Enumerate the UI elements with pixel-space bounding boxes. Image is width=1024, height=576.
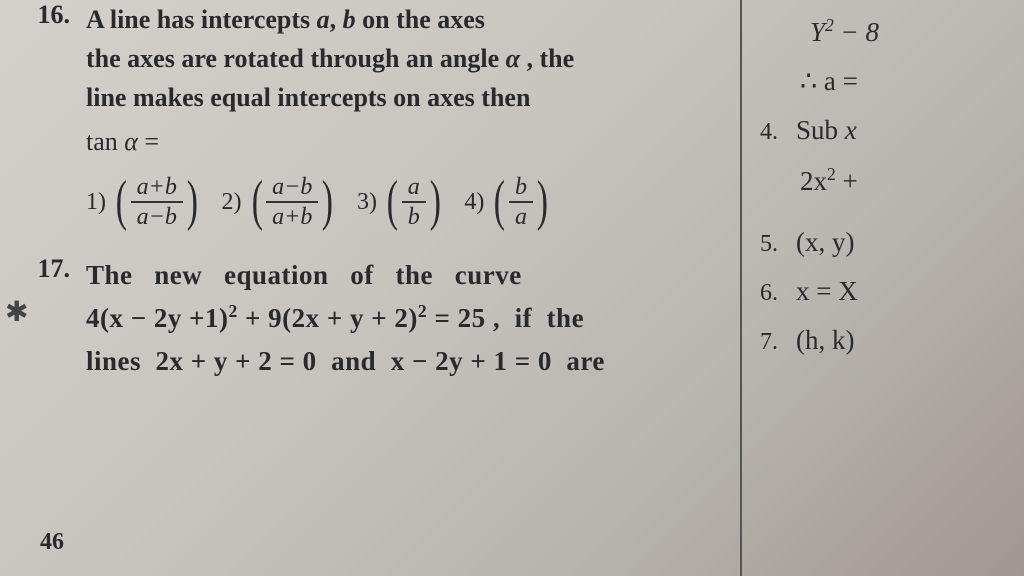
right-r2: ∴ a = xyxy=(800,66,1010,97)
opt1-num: 1) xyxy=(86,189,106,216)
right-r3-text: Sub x xyxy=(796,115,857,146)
paren-left: ( xyxy=(251,185,262,219)
right-r6-num: 6. xyxy=(760,280,796,307)
opt4-frac-num: b xyxy=(509,175,533,203)
opt4-num: 4) xyxy=(464,189,484,216)
page-number: 46 xyxy=(40,529,64,556)
q16-option-1: 1) ( a+b a−b ) xyxy=(86,175,202,229)
left-column: 16. A line has intercepts a, b on the ax… xyxy=(30,0,730,404)
opt3-frac-den: b xyxy=(402,203,426,229)
q17-line2: 4(x − 2y +1)2 + 9(2x + y + 2)2 = 25 , if… xyxy=(86,297,730,340)
paren-left: ( xyxy=(494,185,505,219)
paren-left: ( xyxy=(387,185,398,219)
opt2-frac-num: a−b xyxy=(266,175,318,203)
q16-content: A line has intercepts a, b on the axes t… xyxy=(86,0,730,229)
q17-content: The new equation of the curve 4(x − 2y +… xyxy=(86,254,730,384)
q16-line1: A line has intercepts a, b on the axes xyxy=(86,0,730,39)
paren-right: ) xyxy=(187,185,198,219)
right-r7-text: (h, k) xyxy=(796,325,854,356)
column-divider xyxy=(740,0,742,576)
q17-line1: The new equation of the curve xyxy=(86,254,730,297)
opt2-num: 2) xyxy=(222,189,242,216)
opt1-frac-num: a+b xyxy=(131,175,183,203)
q16-option-4: 4) ( b a ) xyxy=(464,175,551,229)
star-annotation: ✱ xyxy=(5,295,28,329)
q16-option-2: 2) ( a−b a+b ) xyxy=(222,175,338,229)
q16-tan: tan α = xyxy=(86,127,730,157)
opt3-frac-num: a xyxy=(402,175,426,203)
opt1-frac-den: a−b xyxy=(131,203,183,229)
q16-number: 16. xyxy=(30,0,70,30)
opt2-frac-den: a+b xyxy=(266,203,318,229)
right-r3-num: 4. xyxy=(760,119,796,146)
right-r5: 5. (x, y) xyxy=(760,227,1010,258)
page-container: 16. A line has intercepts a, b on the ax… xyxy=(0,0,1024,576)
q17-number: 17. xyxy=(30,254,70,284)
paren-right: ) xyxy=(322,185,333,219)
paren-right: ) xyxy=(429,185,440,219)
paren-right: ) xyxy=(537,185,548,219)
q16-line3: line makes equal intercepts on axes then xyxy=(86,78,730,117)
right-r6: 6. x = X xyxy=(760,276,1010,307)
right-column: Y2 − 8 ∴ a = 4. Sub x 2x2 + 5. (x, y) 6.… xyxy=(760,15,1010,374)
right-r6-text: x = X xyxy=(796,276,858,307)
opt4-frac-den: a xyxy=(509,203,533,229)
paren-left: ( xyxy=(116,185,127,219)
q16-options: 1) ( a+b a−b ) 2) ( xyxy=(86,175,730,229)
question-16: 16. A line has intercepts a, b on the ax… xyxy=(30,0,730,229)
q16-line2: the axes are rotated through an angle α … xyxy=(86,39,730,78)
q16-option-3: 3) ( a b ) xyxy=(357,175,444,229)
right-r7: 7. (h, k) xyxy=(760,325,1010,356)
right-r4: 2x2 + xyxy=(800,164,1010,197)
question-17: 17. The new equation of the curve 4(x − … xyxy=(30,254,730,384)
right-r5-num: 5. xyxy=(760,231,796,258)
right-r7-num: 7. xyxy=(760,329,796,356)
opt3-num: 3) xyxy=(357,189,377,216)
right-r3: 4. Sub x xyxy=(760,115,1010,146)
q17-line3: lines 2x + y + 2 = 0 and x − 2y + 1 = 0 … xyxy=(86,340,730,383)
right-r1: Y2 − 8 xyxy=(810,15,1010,48)
right-r5-text: (x, y) xyxy=(796,227,854,258)
